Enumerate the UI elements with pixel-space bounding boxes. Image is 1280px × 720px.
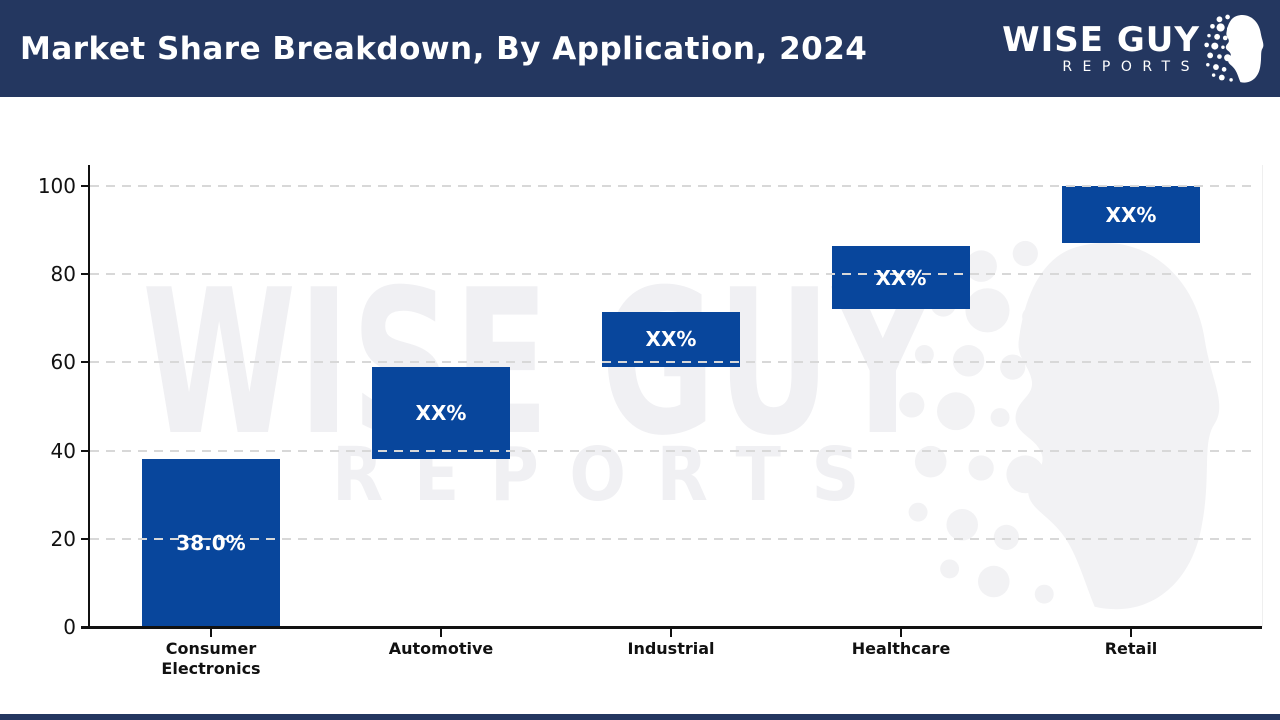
x-tick-1 xyxy=(210,628,212,637)
y-axis-label-100: 100 xyxy=(37,174,76,198)
gridline-y-80 xyxy=(90,273,1256,276)
x-axis-label: Retail xyxy=(1104,639,1158,658)
x-axis-spine xyxy=(81,626,1262,629)
x-axis-label: Consumer Electronics xyxy=(161,639,261,678)
watermark-wordmark: WISE GUY xyxy=(142,247,935,480)
gridline-y-100 xyxy=(90,185,1256,187)
logo-text: WISE GUY REPORTS xyxy=(1002,22,1200,76)
x-tick-2 xyxy=(440,628,442,637)
bar-value-label: XX% xyxy=(415,401,467,426)
logo-head-icon xyxy=(1202,9,1266,89)
bar-consumer-electronics xyxy=(142,459,280,627)
x-axis-label: Automotive xyxy=(388,639,494,658)
page-title: Market Share Breakdown, By Application, … xyxy=(20,30,868,67)
y-tick-80 xyxy=(81,273,90,276)
logo-subtitle: REPORTS xyxy=(1062,58,1200,75)
bar-value-label: XX% xyxy=(875,265,927,290)
bar-automotive xyxy=(372,366,510,460)
gridline-y-20 xyxy=(90,537,1256,540)
y-axis-label-0: 0 xyxy=(63,615,76,639)
y-tick-100 xyxy=(81,185,90,187)
x-tick-4 xyxy=(900,628,902,637)
y-axis-label-40: 40 xyxy=(50,438,76,463)
chart-area: WISE GUY REPORTS 0 20 40 60 80 100 38.0% XX% XX%… xyxy=(0,97,1280,714)
header: Market Share Breakdown, By Application, … xyxy=(0,0,1280,97)
y-tick-20 xyxy=(81,537,90,540)
footer-bar xyxy=(0,714,1280,720)
y-axis-label-20: 20 xyxy=(50,526,76,551)
y-tick-40 xyxy=(81,449,90,452)
bar-value-label: 38.0% xyxy=(176,531,246,556)
bar-value-label: XX% xyxy=(1105,202,1157,227)
x-axis-label: Healthcare xyxy=(851,639,951,658)
y-axis-label-80: 80 xyxy=(50,262,76,287)
y-axis-label-60: 60 xyxy=(50,350,76,375)
gridline-y-40 xyxy=(90,449,1256,452)
y-tick-60 xyxy=(81,361,90,364)
bar-industrial xyxy=(602,311,740,367)
plot: 0 20 40 60 80 100 38.0% XX% XX% XX% XX% Consumer El… xyxy=(0,97,1280,714)
y-axis-spine xyxy=(88,165,90,629)
bar-value-label: XX% xyxy=(645,327,697,352)
x-tick-3 xyxy=(670,628,672,637)
x-axis-label: Industrial xyxy=(627,639,715,658)
plot-right-edge xyxy=(1262,165,1263,627)
bar-retail xyxy=(1062,186,1200,244)
gridline-y-60 xyxy=(90,361,1256,364)
bar-healthcare xyxy=(832,245,970,310)
logo-wordmark: WISE GUY xyxy=(1002,19,1200,60)
wise-guy-logo: WISE GUY REPORTS xyxy=(1002,9,1266,89)
x-tick-5 xyxy=(1130,628,1132,637)
